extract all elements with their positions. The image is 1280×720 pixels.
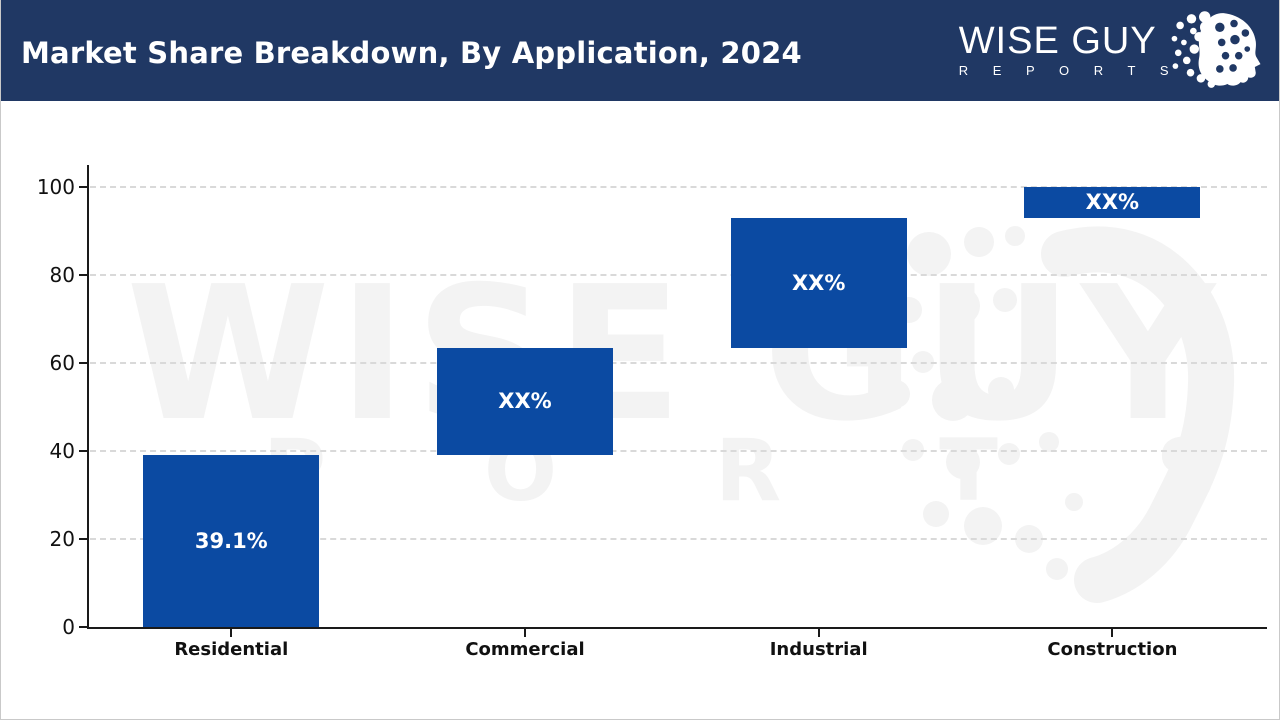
y-tick-label: 0 xyxy=(62,615,75,639)
chart-title: Market Share Breakdown, By Application, … xyxy=(21,36,802,70)
y-tick-label: 20 xyxy=(49,527,75,551)
bar-commercial xyxy=(437,347,613,455)
watermark-dotted-head-graphic xyxy=(882,226,1235,603)
brand-logo-text: WISE GUY R E P O R T S xyxy=(958,19,1179,79)
category-label-residential: Residential xyxy=(174,639,289,660)
brand-logo-subtitle: R E P O R T S xyxy=(958,63,1179,79)
x-tick-mark xyxy=(1111,629,1114,637)
x-tick-mark xyxy=(230,629,233,637)
watermark-text-wiseguy: WISE GUY xyxy=(126,246,1223,462)
bar-value-label: 39.1% xyxy=(194,528,268,553)
bar-value-label: XX% xyxy=(498,389,552,414)
y-tick-mark xyxy=(79,450,87,452)
header-bar: Market Share Breakdown, By Application, … xyxy=(1,0,1279,101)
x-axis-spine xyxy=(87,627,1267,629)
category-label-construction: Construction xyxy=(1047,639,1178,660)
gridline-y100 xyxy=(90,186,1267,188)
y-tick-mark xyxy=(79,274,87,276)
y-tick-mark xyxy=(79,538,87,540)
y-tick-label: 60 xyxy=(49,351,75,375)
y-tick-label: 100 xyxy=(36,175,75,199)
category-label-industrial: Industrial xyxy=(769,639,868,660)
bar-residential xyxy=(143,454,320,627)
brand-logo-wordmark: WISE GUY xyxy=(958,19,1157,62)
y-tick-mark xyxy=(79,186,87,188)
brand-logo-head-icon xyxy=(1171,11,1261,88)
bar-construction xyxy=(1024,187,1201,218)
y-tick-mark xyxy=(79,626,87,628)
x-tick-mark xyxy=(524,629,526,637)
brand-logo: WISE GUY R E P O R T S xyxy=(959,10,1269,90)
bar-value-label: XX% xyxy=(791,270,846,295)
gridline-y60 xyxy=(90,362,1267,364)
y-axis-spine xyxy=(87,165,89,629)
y-tick-label: 80 xyxy=(49,263,75,287)
x-tick-mark xyxy=(817,629,820,637)
y-tick-mark xyxy=(79,362,87,364)
bar-value-label: XX% xyxy=(1085,190,1140,215)
category-label-commercial: Commercial xyxy=(465,639,585,660)
bar-industrial xyxy=(730,217,907,348)
gridline-y20 xyxy=(90,538,1267,540)
gridline-y40 xyxy=(90,450,1267,452)
gridline-y80 xyxy=(90,274,1267,276)
y-tick-label: 40 xyxy=(49,439,75,463)
